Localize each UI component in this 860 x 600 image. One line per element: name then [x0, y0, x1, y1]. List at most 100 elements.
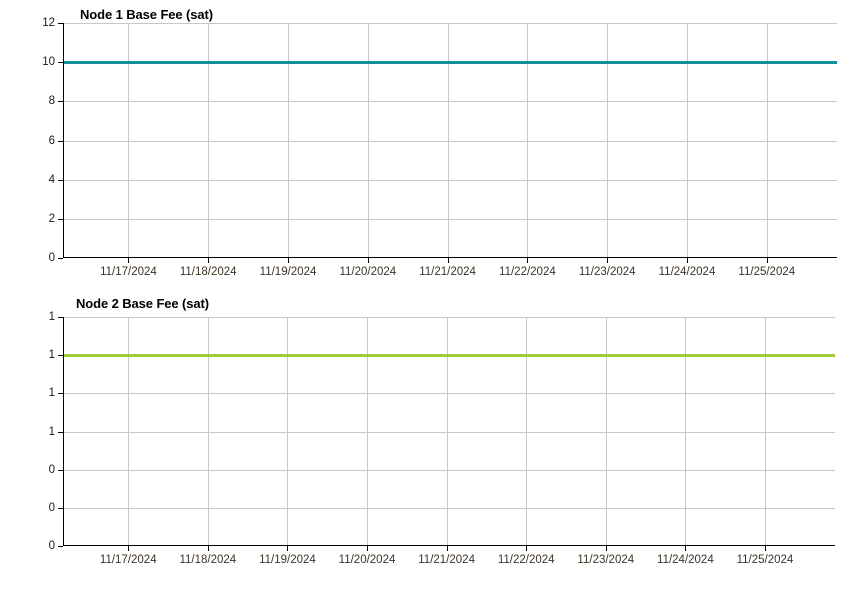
plot-area-wrapper: 0 2 4 6 8 10 12 11/17/2024 11/18/2024 11/19/2024 1… — [42, 17, 837, 278]
gridline-vertical — [128, 317, 130, 546]
gridline-vertical — [685, 317, 687, 546]
x-axis-tick-label: 11/18/2024 — [179, 554, 237, 566]
gridline-vertical — [764, 317, 766, 546]
y-axis-tick-mark — [58, 258, 63, 259]
y-axis-tick-label: 0 — [48, 252, 55, 264]
x-axis-tick-label: 11/19/2024 — [259, 554, 316, 566]
gridline-vertical — [208, 23, 210, 258]
gridline-vertical — [766, 23, 768, 258]
x-axis-tick-label: 11/19/2024 — [259, 266, 317, 278]
gridline-vertical — [686, 23, 688, 258]
y-axis-tick-label: 0 — [48, 501, 55, 514]
y-axis-tick-mark — [58, 179, 63, 181]
gridline-horizontal — [63, 317, 835, 318]
x-axis-tick-label: 11/23/2024 — [577, 554, 635, 566]
x-axis-tick-label: 11/17/2024 — [99, 554, 157, 566]
x-axis-tick-mark — [208, 258, 210, 263]
x-axis-line — [63, 257, 837, 258]
y-axis-tick-label: 6 — [48, 134, 55, 147]
x-axis-tick-mark — [367, 546, 369, 551]
y-axis-tick-label: 4 — [48, 173, 55, 186]
gridline-vertical — [207, 317, 209, 546]
gridline-vertical — [367, 23, 369, 258]
gridline-vertical — [446, 317, 448, 546]
gridline-vertical — [526, 317, 528, 546]
x-axis-tick-label: 11/24/2024 — [658, 266, 716, 278]
x-axis-tick-mark — [607, 258, 609, 263]
chart-panel-node-2-base-fee: Node 2 Base Fee (sat) 0 0 0 1 1 1 1 11/17/2024 1… — [0, 295, 860, 590]
x-axis-tick-mark — [128, 258, 130, 263]
x-axis-tick-label: 11/17/2024 — [100, 266, 157, 278]
x-axis-tick-label: 11/25/2024 — [738, 266, 796, 278]
x-axis-tick-mark — [207, 546, 209, 551]
y-axis-tick-label: 10 — [42, 56, 55, 69]
gridline-vertical — [288, 23, 290, 258]
y-axis-tick-mark — [58, 317, 63, 318]
y-axis-tick-label: 0 — [48, 540, 55, 552]
gridline-horizontal — [63, 507, 835, 509]
y-axis-tick-label: 1 — [48, 425, 55, 438]
x-axis-tick-label: 11/22/2024 — [497, 554, 555, 566]
x-axis-tick-label: 11/23/2024 — [578, 266, 636, 278]
x-axis-tick-mark — [685, 546, 687, 551]
y-axis-line — [63, 23, 64, 258]
series-line — [63, 60, 837, 64]
plot-area-wrapper: 0 0 0 1 1 1 1 11/17/2024 11/18/2024 11/19/2024 11/… — [49, 311, 835, 566]
y-axis-tick-mark — [58, 431, 63, 433]
chart-title: Node 2 Base Fee (sat) — [76, 296, 210, 311]
x-axis-tick-label: 11/20/2024 — [339, 266, 397, 278]
x-axis-tick-label: 11/18/2024 — [179, 266, 237, 278]
x-axis-line — [63, 545, 835, 546]
gridline-horizontal — [63, 23, 837, 24]
y-axis-tick-label: 1 — [48, 349, 55, 362]
x-axis-tick-label: 11/21/2024 — [419, 266, 476, 278]
y-axis-tick-label: 12 — [42, 17, 55, 29]
gridline-horizontal — [63, 469, 835, 471]
gridline-horizontal — [63, 140, 837, 142]
x-axis-tick-mark — [447, 258, 449, 263]
y-axis-tick-label: 1 — [48, 311, 55, 323]
x-axis-tick-mark — [446, 546, 448, 551]
chart-title: Node 1 Base Fee (sat) — [80, 7, 214, 22]
x-axis-tick-label: 11/20/2024 — [338, 554, 396, 566]
y-axis-tick-mark — [58, 140, 63, 142]
y-axis-tick-label: 1 — [48, 387, 55, 400]
gridline-horizontal — [63, 101, 837, 103]
y-axis-tick-mark — [58, 469, 63, 471]
x-axis-tick-mark — [287, 546, 289, 551]
x-axis-tick-label: 11/21/2024 — [418, 554, 475, 566]
x-axis-tick-label: 11/25/2024 — [736, 554, 794, 566]
y-axis-tick-mark — [58, 393, 63, 395]
gridline-vertical — [447, 23, 449, 258]
gridline-vertical — [367, 317, 369, 546]
y-axis-tick-mark — [58, 507, 63, 509]
y-axis-tick-label: 2 — [48, 212, 55, 225]
y-axis-tick-mark — [58, 546, 63, 547]
x-axis-tick-mark — [527, 258, 529, 263]
x-axis-tick-mark — [686, 258, 688, 263]
gridline-vertical — [607, 23, 609, 258]
y-axis-tick-label: 8 — [48, 95, 55, 108]
y-axis-tick-label: 0 — [48, 463, 55, 476]
chart-panel-node-1-base-fee: Node 1 Base Fee (sat) 0 2 4 6 8 10 12 11/17/202… — [0, 0, 860, 290]
y-axis-tick-mark — [58, 218, 63, 220]
y-axis-tick-mark — [58, 62, 63, 64]
gridline-horizontal — [63, 393, 835, 395]
x-axis-tick-mark — [605, 546, 607, 551]
y-axis-line — [63, 317, 64, 546]
y-axis-tick-mark — [58, 101, 63, 103]
gridline-horizontal — [63, 431, 835, 433]
gridline-vertical — [128, 23, 130, 258]
x-axis-tick-mark — [766, 258, 768, 263]
series-line — [63, 353, 835, 357]
y-axis-tick-mark — [58, 23, 63, 24]
gridline-vertical — [527, 23, 529, 258]
gridline-vertical — [287, 317, 289, 546]
x-axis-tick-label: 11/22/2024 — [499, 266, 556, 278]
x-axis-tick-mark — [526, 546, 528, 551]
y-axis-tick-mark — [58, 355, 63, 357]
x-axis-tick-mark — [288, 258, 290, 263]
gridline-horizontal — [63, 179, 837, 181]
gridline-vertical — [605, 317, 607, 546]
